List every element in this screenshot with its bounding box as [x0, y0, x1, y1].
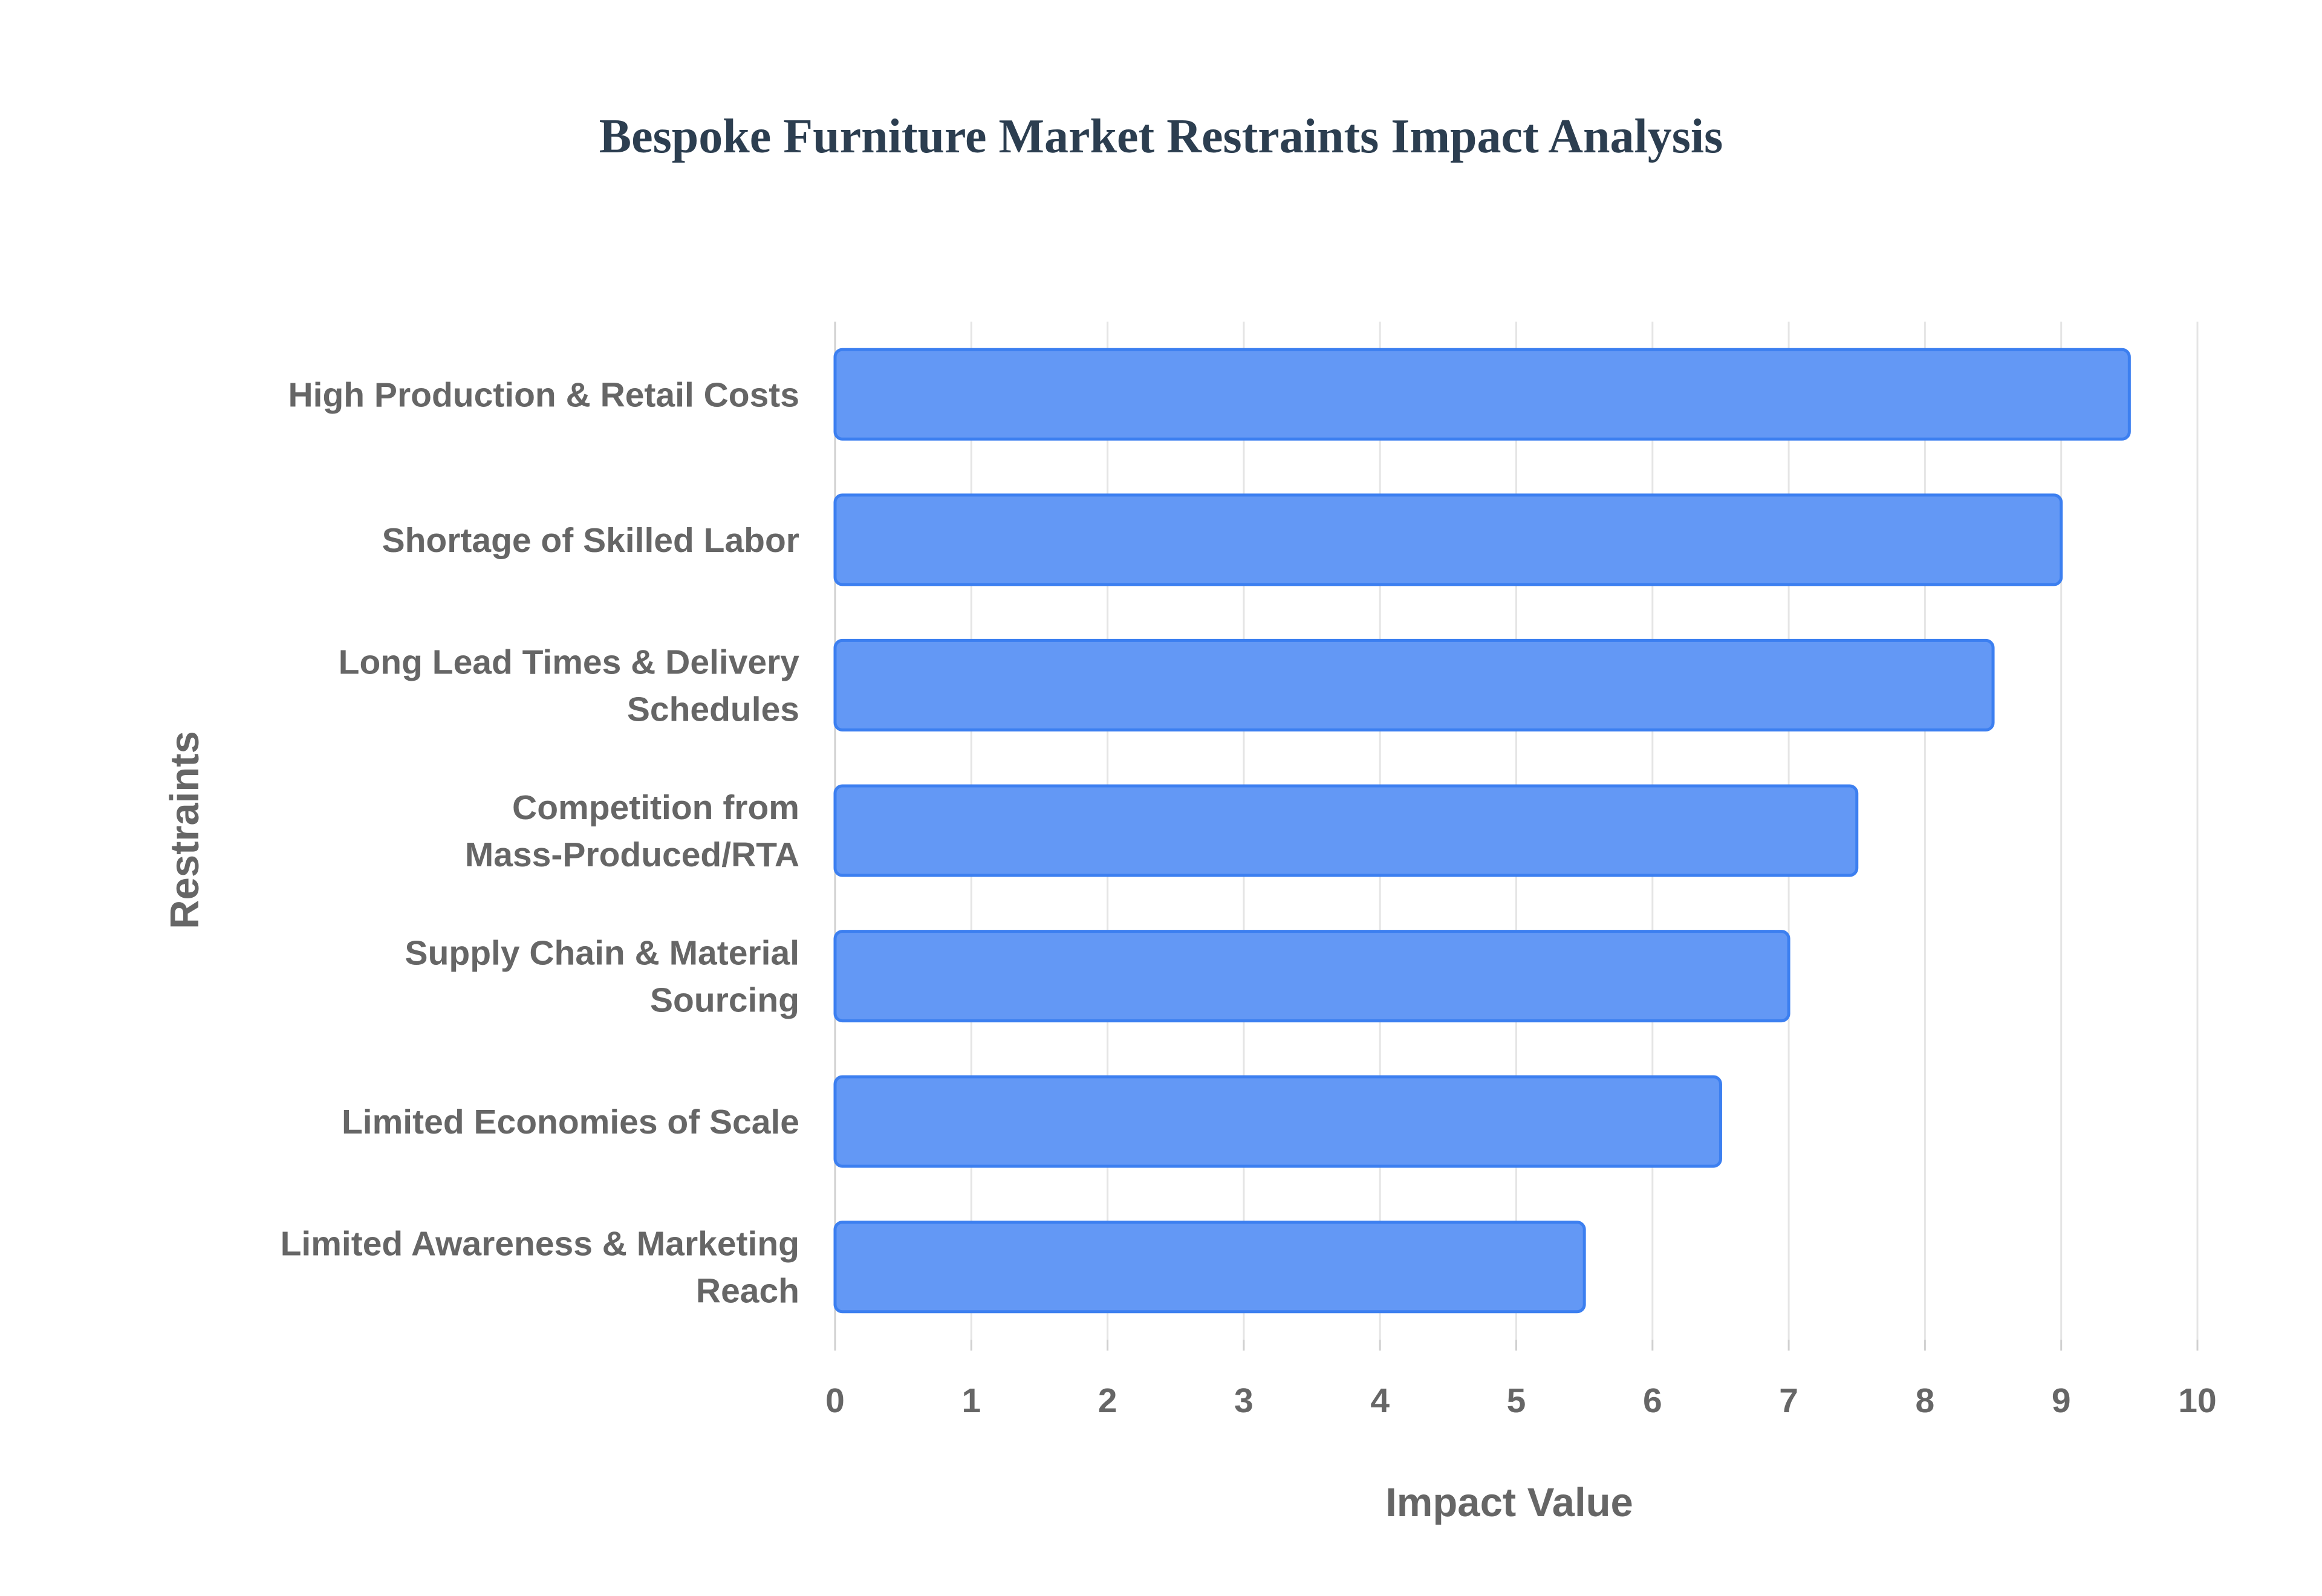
bar: [833, 930, 1790, 1023]
x-tick-label: 9: [2052, 1381, 2071, 1420]
category-label: Limited Awareness & Marketing Reach: [281, 1225, 799, 1311]
x-axis-title: Impact Value: [1385, 1480, 1633, 1525]
category-labels: High Production & Retail Costs Shortage o…: [281, 375, 800, 1310]
bar: [833, 348, 2131, 441]
bar: [833, 1221, 1586, 1314]
category-label-line: Schedules: [627, 690, 799, 728]
category-label: Limited Economies of Scale: [342, 1103, 799, 1141]
x-tick-label: 2: [1098, 1381, 1117, 1420]
bars: [833, 348, 2131, 1314]
category-label: Shortage of Skilled Labor: [382, 521, 799, 560]
x-tick-label: 8: [1916, 1381, 1935, 1420]
bar: [833, 493, 2063, 586]
category-label: Long Lead Times & Delivery Schedules: [339, 643, 800, 728]
bar: [833, 1075, 1722, 1168]
x-tick-label: 4: [1370, 1381, 1390, 1420]
x-tick-labels: 0 1 2 3 4 5 6 7 8 9 10: [825, 1381, 2217, 1420]
x-tick-label: 5: [1507, 1381, 1526, 1420]
bar: [833, 784, 1859, 877]
x-tick-label: 10: [2178, 1381, 2216, 1420]
category-label: High Production & Retail Costs: [288, 375, 799, 414]
category-label-line: Long Lead Times & Delivery: [339, 643, 800, 681]
x-tick-label: 6: [1643, 1381, 1662, 1420]
y-axis-title: Restraints: [162, 731, 207, 929]
category-label-line: Sourcing: [650, 981, 799, 1020]
x-tick-label: 1: [961, 1381, 981, 1420]
category-label: Competition from Mass-Produced/RTA: [465, 788, 799, 874]
x-tick-label: 0: [825, 1381, 845, 1420]
category-label-line: Supply Chain & Material: [405, 934, 799, 973]
x-tick-label: 3: [1234, 1381, 1254, 1420]
category-label-line: Reach: [696, 1272, 799, 1311]
category-label-line: Mass-Produced/RTA: [465, 835, 799, 874]
category-label-line: Limited Awareness & Marketing: [281, 1225, 799, 1264]
bar: [833, 638, 1995, 731]
category-label-line: Shortage of Skilled Labor: [382, 521, 799, 560]
x-tick-label: 7: [1779, 1381, 1798, 1420]
category-label: Supply Chain & Material Sourcing: [405, 934, 799, 1020]
chart-title: Bespoke Furniture Market Restraints Impa…: [599, 110, 1723, 163]
category-label-line: Competition from: [512, 788, 799, 827]
category-label-line: High Production & Retail Costs: [288, 375, 799, 414]
category-label-line: Limited Economies of Scale: [342, 1103, 799, 1141]
